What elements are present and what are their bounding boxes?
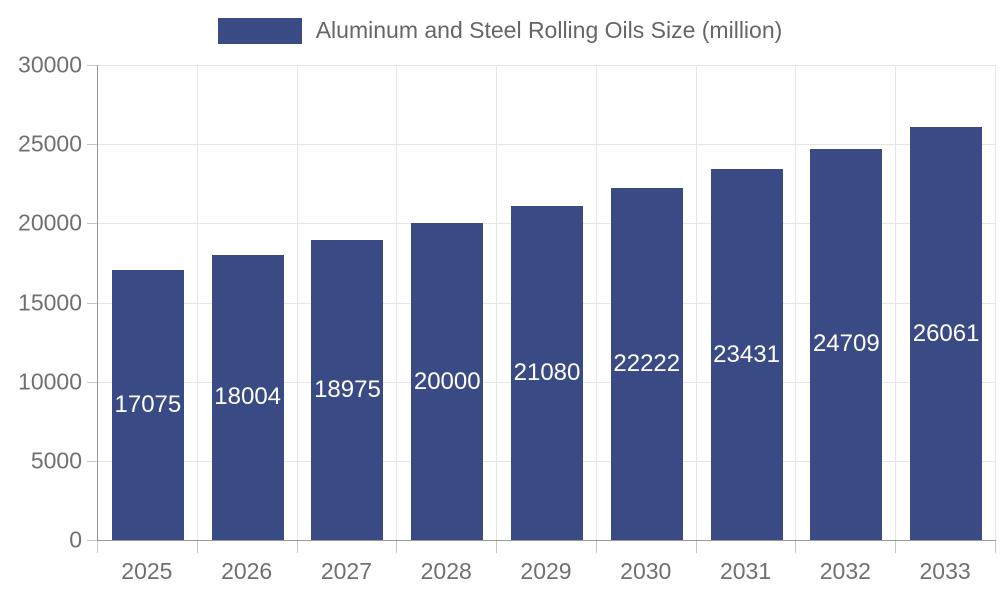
bar-value-label: 18975	[314, 375, 381, 403]
bar-value-label: 26061	[912, 319, 980, 347]
x-axis-tick	[795, 541, 797, 553]
gridline-vertical	[396, 65, 398, 540]
bar-2030[interactable]: 22222	[610, 188, 683, 540]
gridline-vertical	[496, 65, 498, 540]
x-axis-tick-label: 2027	[320, 558, 373, 584]
x-axis-tick-label: 2030	[620, 558, 672, 584]
gridline-horizontal	[98, 65, 996, 66]
y-axis-tick-label: 10000	[18, 368, 82, 395]
x-axis-tick	[496, 541, 498, 553]
x-axis-tick-label: 2033	[919, 558, 971, 584]
y-axis-tick-label: 20000	[18, 209, 82, 236]
bar-2025[interactable]: 17075	[111, 269, 184, 540]
bar-2027[interactable]: 18975	[311, 239, 384, 540]
x-axis-tick-label: 2028	[420, 558, 472, 584]
x-axis-labels: 2025 2026 2027 2028 2029 2030 2031 2032 2033	[97, 558, 995, 588]
plot-area: 17075 18004 18975 20000 21080 22222 23431 24709…	[97, 65, 996, 541]
bar-2028[interactable]: 20000	[411, 223, 484, 540]
bar-2033[interactable]: 26061	[910, 127, 983, 540]
bar-value-label: 21080	[513, 359, 581, 387]
bar-value-label: 23431	[713, 340, 780, 368]
y-axis-tick-label: 25000	[18, 130, 82, 157]
x-axis-tick-label: 2029	[520, 558, 572, 584]
x-axis-tick	[296, 541, 298, 553]
x-axis-tick	[995, 541, 996, 553]
x-axis-tick	[97, 541, 98, 553]
bar-value-label: 24709	[812, 330, 880, 358]
y-axis-labels: 0 5000 10000 15000 20000 25000 30000	[0, 52, 82, 553]
x-axis-tick-label: 2025	[121, 558, 173, 584]
gridline-horizontal	[98, 144, 996, 146]
y-axis-tick-label: 30000	[18, 51, 82, 78]
gridline-vertical	[695, 65, 697, 540]
y-axis-tick-label: 0	[69, 526, 82, 553]
y-axis-tick	[87, 381, 97, 383]
x-axis-tick-label: 2032	[819, 558, 871, 584]
bar-value-label: 17075	[114, 390, 182, 418]
legend-swatch	[217, 17, 302, 44]
y-axis-tick-label: 5000	[30, 447, 82, 474]
bar-2032[interactable]: 24709	[810, 148, 883, 540]
legend[interactable]: Aluminum and Steel Rolling Oils Size (mi…	[0, 17, 1000, 44]
bar-value-label: 18004	[214, 383, 282, 411]
x-axis-tick	[396, 541, 398, 553]
y-axis-tick	[87, 65, 97, 66]
gridline-vertical	[795, 65, 797, 540]
x-axis-tick	[695, 541, 697, 553]
y-axis-tick	[87, 144, 97, 146]
bar-2029[interactable]: 21080	[511, 206, 583, 540]
x-axis-tick	[895, 541, 897, 553]
y-axis-tick	[87, 302, 97, 304]
x-axis-tick	[196, 541, 198, 553]
gridline-vertical	[196, 65, 198, 540]
x-axis-tick-label: 2026	[221, 558, 273, 584]
bar-value-label: 20000	[413, 367, 481, 395]
gridline-vertical	[995, 65, 996, 540]
y-axis-tick	[87, 223, 97, 225]
bar-2026[interactable]: 18004	[211, 254, 284, 540]
x-axis-tick-label: 2031	[719, 558, 772, 584]
x-axis-tick	[595, 541, 597, 553]
bar-value-label: 22222	[613, 350, 681, 378]
gridline-vertical	[895, 65, 897, 540]
bar-2031[interactable]: 23431	[710, 169, 783, 540]
y-axis-tick	[87, 540, 97, 541]
y-axis-tick-label: 15000	[18, 289, 82, 315]
gridline-vertical	[595, 65, 597, 540]
gridline-vertical	[296, 65, 298, 540]
y-axis-tick	[87, 460, 97, 462]
legend-label: Aluminum and Steel Rolling Oils Size (mi…	[315, 17, 783, 43]
